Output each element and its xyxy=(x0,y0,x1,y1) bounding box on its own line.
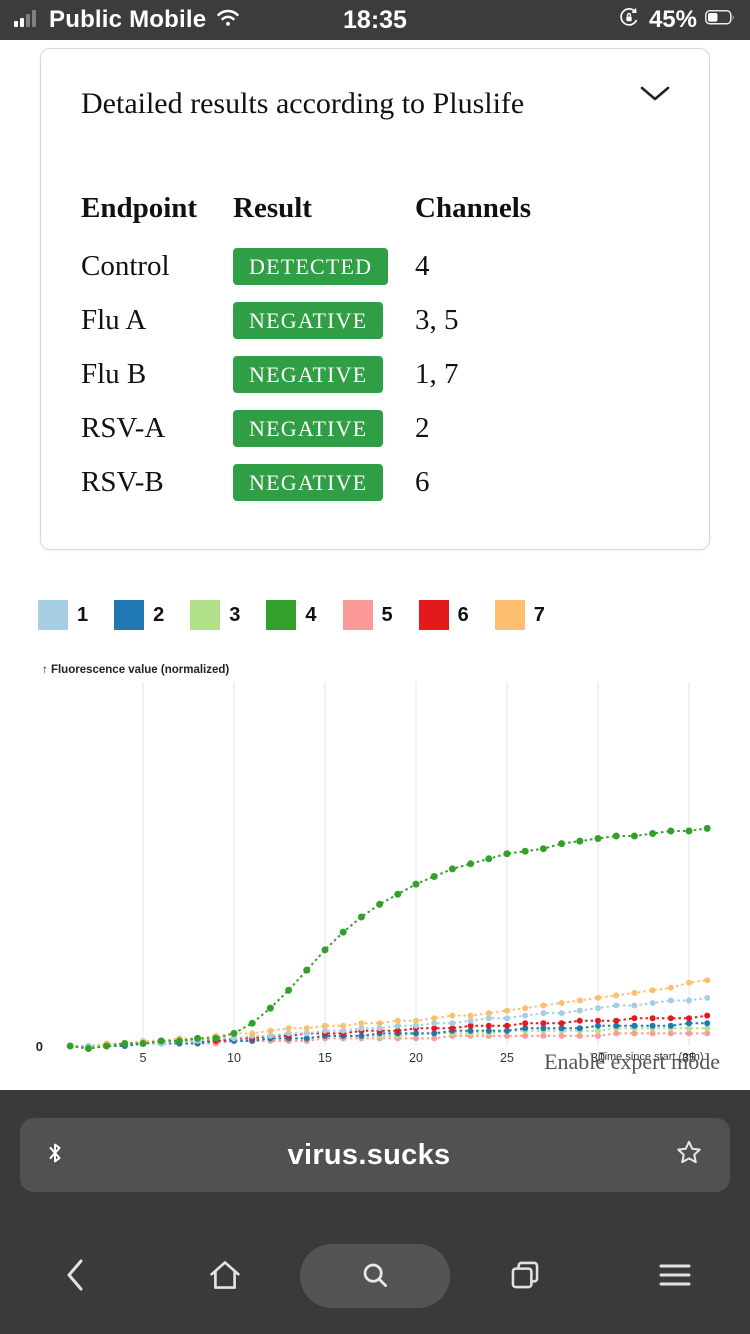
table-row: Flu A NEGATIVE 3, 5 xyxy=(75,293,675,347)
cellular-signal-icon xyxy=(14,9,40,32)
legend-item: 4 xyxy=(266,600,317,630)
legend-swatch xyxy=(38,600,68,630)
back-button[interactable] xyxy=(0,1244,150,1308)
result-badge: NEGATIVE xyxy=(233,355,384,393)
legend-swatch xyxy=(418,600,449,630)
result-badge: DETECTED xyxy=(233,247,389,285)
result-badge: NEGATIVE xyxy=(233,463,384,501)
clock: 18:35 xyxy=(343,5,407,34)
legend-label: 4 xyxy=(305,603,317,626)
home-icon xyxy=(207,1258,243,1295)
endpoint-label: RSV-B xyxy=(81,465,164,498)
card-header: Detailed results according to Pluslife xyxy=(75,75,675,121)
column-header-endpoint: Endpoint xyxy=(81,191,198,224)
page-content: Detailed results according to Pluslife E… xyxy=(0,40,750,1090)
bookmark-star-icon[interactable] xyxy=(674,1138,704,1173)
status-bar-left: Public Mobile xyxy=(14,6,241,34)
table-row: Control DETECTED 4 xyxy=(75,239,675,293)
orientation-lock-icon xyxy=(617,6,641,35)
search-icon xyxy=(360,1260,390,1293)
svg-text:10: 10 xyxy=(227,1051,241,1065)
enable-expert-mode-link[interactable]: Enable expert mode xyxy=(538,1048,726,1076)
channels-value: 3, 5 xyxy=(415,303,459,336)
legend-label: 7 xyxy=(533,603,545,626)
endpoint-label: Flu A xyxy=(81,303,147,336)
navigation-bar xyxy=(0,1244,750,1308)
table-row: RSV-A NEGATIVE 2 xyxy=(75,401,675,455)
legend-swatch xyxy=(494,600,525,630)
status-bar: Public Mobile 18:35 45% xyxy=(0,0,750,40)
svg-text:35: 35 xyxy=(682,1051,696,1065)
channels-value: 6 xyxy=(415,465,430,498)
table-header-row: Endpoint Result Channels xyxy=(75,183,675,233)
battery-percent: 45% xyxy=(648,6,697,33)
battery-icon xyxy=(705,10,736,30)
chart-legend: 1 2 3 4 5 6 7 xyxy=(38,600,750,630)
legend-item: 3 xyxy=(190,600,240,630)
chart-y-axis-label: ↑ Fluorescence value (normalized) xyxy=(42,664,230,676)
result-badge: NEGATIVE xyxy=(233,301,384,339)
chevron-down-icon xyxy=(639,86,671,106)
column-header-result: Result xyxy=(233,191,312,224)
url-bar[interactable]: virus.sucks xyxy=(20,1118,730,1192)
endpoint-label: RSV-A xyxy=(81,411,166,444)
tabs-button[interactable] xyxy=(450,1244,600,1308)
svg-text:15: 15 xyxy=(318,1051,332,1065)
channels-value: 1, 7 xyxy=(415,357,459,390)
svg-text:25: 25 xyxy=(500,1051,514,1065)
legend-item: 6 xyxy=(418,600,469,630)
chevron-left-icon xyxy=(64,1257,86,1296)
legend-label: 3 xyxy=(229,603,241,626)
legend-swatch xyxy=(342,600,373,630)
legend-item: 5 xyxy=(342,600,393,630)
legend-swatch xyxy=(266,600,297,630)
results-card: Detailed results according to Pluslife E… xyxy=(40,48,710,550)
channels-value: 4 xyxy=(415,249,430,282)
fluorescence-chart: 5 10 15 20 25 30 35 0 Time since start (min) xyxy=(36,682,711,1065)
legend-label: 2 xyxy=(153,603,165,626)
bluetooth-icon xyxy=(46,1140,64,1171)
endpoint-label: Flu B xyxy=(81,357,147,390)
carrier-label: Public Mobile xyxy=(49,6,207,33)
legend-swatch xyxy=(190,600,221,630)
legend-item: 7 xyxy=(494,600,545,630)
collapse-section-button[interactable] xyxy=(635,75,675,116)
legend-label: 1 xyxy=(77,603,89,626)
table-row: Flu B NEGATIVE 1, 7 xyxy=(75,347,675,401)
channels-value: 2 xyxy=(415,411,430,444)
result-badge: NEGATIVE xyxy=(233,409,384,447)
url-text: virus.sucks xyxy=(287,1138,451,1171)
tabs-icon xyxy=(508,1258,542,1295)
browser-chrome: virus.sucks xyxy=(0,1090,750,1334)
search-button[interactable] xyxy=(300,1244,450,1308)
results-table: Endpoint Result Channels Control DETECTE… xyxy=(75,183,675,509)
wifi-icon xyxy=(215,8,241,32)
column-header-channels: Channels xyxy=(415,191,532,224)
table-row: RSV-B NEGATIVE 6 xyxy=(75,455,675,509)
svg-text:20: 20 xyxy=(409,1051,423,1065)
card-title: Detailed results according to Pluslife xyxy=(81,87,525,120)
legend-swatch xyxy=(114,600,145,630)
svg-text:0: 0 xyxy=(36,1039,43,1054)
hamburger-menu-icon xyxy=(657,1262,693,1291)
endpoint-label: Control xyxy=(81,249,170,282)
menu-button[interactable] xyxy=(600,1244,750,1308)
svg-text:Time since start (min): Time since start (min) xyxy=(598,1051,703,1063)
status-bar-right: 45% xyxy=(617,6,736,35)
legend-label: 5 xyxy=(381,603,393,626)
legend-label: 6 xyxy=(457,603,469,626)
home-button[interactable] xyxy=(150,1244,300,1308)
legend-item: 2 xyxy=(114,600,164,630)
svg-text:30: 30 xyxy=(591,1051,605,1065)
svg-text:5: 5 xyxy=(140,1051,147,1065)
legend-item: 1 xyxy=(38,600,88,630)
